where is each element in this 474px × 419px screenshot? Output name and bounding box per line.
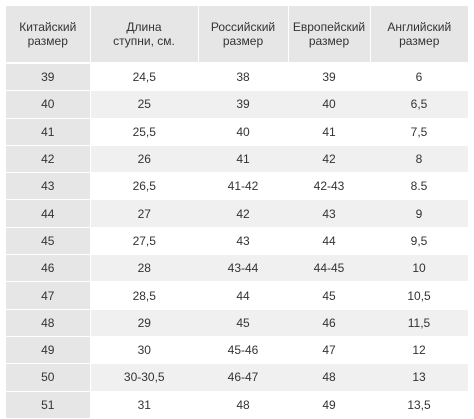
table-row: 51 31 48 49 13,5 xyxy=(6,391,468,419)
cell-english-size: 7,5 xyxy=(370,118,468,146)
cell-russian-size: 45-46 xyxy=(198,336,288,365)
cell-european-size: 42-43 xyxy=(288,172,370,201)
cell-chinese-size: 50 xyxy=(6,363,91,392)
cell-russian-size: 48 xyxy=(198,391,288,419)
table-row: 46 28 43-44 44-45 10 xyxy=(6,254,468,283)
cell-russian-size: 40 xyxy=(198,118,288,146)
cell-english-size: 11,5 xyxy=(370,309,468,337)
table-row: 49 30 45-46 47 12 xyxy=(6,336,468,365)
cell-european-size: 41 xyxy=(288,118,370,146)
header-chinese-size: Китайский размер xyxy=(6,6,91,64)
cell-russian-size: 46-47 xyxy=(198,363,288,392)
cell-chinese-size: 39 xyxy=(6,63,91,92)
header-foot-length: Длина ступни, см. xyxy=(90,6,199,64)
cell-english-size: 6 xyxy=(370,63,468,92)
table-row: 42 26 41 42 8 xyxy=(6,145,468,174)
header-russian-size: Российский размер xyxy=(198,6,289,64)
header-row: Китайский размер Длина ступни, см. Российс… xyxy=(6,6,468,64)
cell-english-size: 8.5 xyxy=(370,172,468,201)
size-chart: Китайский размер Длина ступни, см. Российс… xyxy=(6,6,468,419)
table-row: 45 27,5 43 44 9,5 xyxy=(6,227,468,256)
cell-foot-length: 25 xyxy=(90,90,198,119)
cell-english-size: 8 xyxy=(370,145,468,174)
cell-russian-size: 41-42 xyxy=(198,172,288,201)
table-row: 44 27 42 43 9 xyxy=(6,199,468,228)
cell-foot-length: 24,5 xyxy=(90,63,198,92)
cell-chinese-size: 42 xyxy=(6,145,91,174)
table-row: 48 29 45 46 11,5 xyxy=(6,309,468,337)
table-row: 39 24,5 38 39 6 xyxy=(6,63,468,92)
cell-foot-length: 25,5 xyxy=(90,118,198,146)
cell-english-size: 9 xyxy=(370,199,468,228)
header-english-size: Английский размер xyxy=(370,6,468,64)
cell-russian-size: 44 xyxy=(198,281,288,310)
cell-english-size: 13 xyxy=(370,363,468,392)
cell-chinese-size: 44 xyxy=(6,199,91,228)
cell-foot-length: 27 xyxy=(90,199,198,228)
table-row: 41 25,5 40 41 7,5 xyxy=(6,118,468,146)
cell-chinese-size: 48 xyxy=(6,309,91,337)
cell-chinese-size: 45 xyxy=(6,227,91,256)
cell-chinese-size: 49 xyxy=(6,336,91,365)
cell-english-size: 10,5 xyxy=(370,281,468,310)
size-table: Китайский размер Длина ступни, см. Российс… xyxy=(6,6,468,419)
cell-european-size: 46 xyxy=(288,309,370,337)
cell-european-size: 40 xyxy=(288,90,370,119)
cell-russian-size: 38 xyxy=(198,63,288,92)
cell-russian-size: 45 xyxy=(198,309,288,337)
cell-english-size: 13,5 xyxy=(370,391,468,419)
cell-foot-length: 31 xyxy=(90,391,198,419)
cell-foot-length: 28,5 xyxy=(90,281,198,310)
cell-european-size: 48 xyxy=(288,363,370,392)
cell-english-size: 12 xyxy=(370,336,468,365)
cell-chinese-size: 43 xyxy=(6,172,91,201)
cell-european-size: 47 xyxy=(288,336,370,365)
cell-foot-length: 26 xyxy=(90,145,198,174)
cell-russian-size: 39 xyxy=(198,90,288,119)
cell-english-size: 6,5 xyxy=(370,90,468,119)
cell-chinese-size: 40 xyxy=(6,90,91,119)
cell-european-size: 45 xyxy=(288,281,370,310)
cell-european-size: 49 xyxy=(288,391,370,419)
table-row: 50 30-30,5 46-47 48 13 xyxy=(6,363,468,392)
cell-foot-length: 29 xyxy=(90,309,198,337)
cell-european-size: 39 xyxy=(288,63,370,92)
cell-english-size: 10 xyxy=(370,254,468,283)
cell-european-size: 42 xyxy=(288,145,370,174)
table-row: 40 25 39 40 6,5 xyxy=(6,90,468,119)
cell-foot-length: 27,5 xyxy=(90,227,198,256)
cell-european-size: 44 xyxy=(288,227,370,256)
cell-russian-size: 42 xyxy=(198,199,288,228)
cell-chinese-size: 51 xyxy=(6,391,91,419)
cell-european-size: 44-45 xyxy=(288,254,370,283)
cell-russian-size: 43-44 xyxy=(198,254,288,283)
cell-chinese-size: 47 xyxy=(6,281,91,310)
cell-foot-length: 28 xyxy=(90,254,198,283)
cell-foot-length: 30 xyxy=(90,336,198,365)
cell-russian-size: 41 xyxy=(198,145,288,174)
header-european-size: Европейский размер xyxy=(288,6,371,64)
cell-foot-length: 30-30,5 xyxy=(90,363,198,392)
cell-chinese-size: 46 xyxy=(6,254,91,283)
table-row: 47 28,5 44 45 10,5 xyxy=(6,281,468,310)
cell-russian-size: 43 xyxy=(198,227,288,256)
cell-english-size: 9,5 xyxy=(370,227,468,256)
cell-european-size: 43 xyxy=(288,199,370,228)
cell-foot-length: 26,5 xyxy=(90,172,198,201)
table-row: 43 26,5 41-42 42-43 8.5 xyxy=(6,172,468,201)
cell-chinese-size: 41 xyxy=(6,118,91,146)
